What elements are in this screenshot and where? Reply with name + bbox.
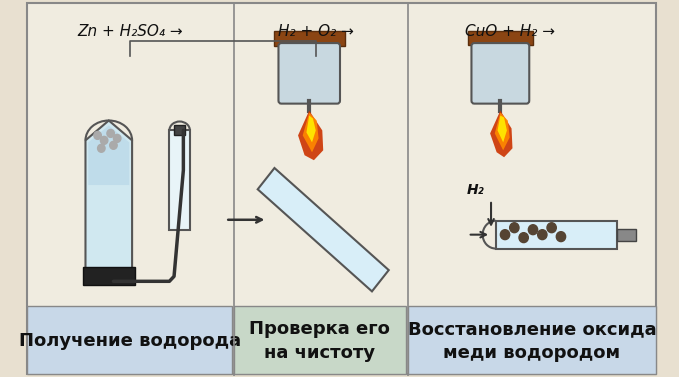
Circle shape [538,230,547,240]
Polygon shape [298,110,323,160]
Polygon shape [490,110,513,157]
Polygon shape [306,115,316,143]
Polygon shape [495,113,510,150]
FancyBboxPatch shape [278,43,340,104]
Circle shape [510,223,519,233]
Text: Проверка его
на чистоту: Проверка его на чистоту [249,320,390,362]
FancyBboxPatch shape [234,306,406,374]
Circle shape [556,232,566,242]
Text: Zn + H₂SO₄ →: Zn + H₂SO₄ → [77,24,183,39]
Circle shape [547,223,556,233]
FancyBboxPatch shape [169,130,190,230]
Text: Восстановление оксида
меди водородом: Восстановление оксида меди водородом [408,320,657,362]
Circle shape [107,129,114,137]
Circle shape [110,141,117,149]
FancyBboxPatch shape [274,31,345,46]
Circle shape [94,132,101,139]
FancyBboxPatch shape [468,31,533,45]
Polygon shape [86,121,132,279]
Circle shape [100,136,108,144]
Text: CuO + H₂ →: CuO + H₂ → [464,24,555,39]
Circle shape [528,225,538,234]
Polygon shape [258,168,389,291]
Polygon shape [303,113,318,152]
FancyBboxPatch shape [26,3,656,374]
FancyBboxPatch shape [83,267,135,285]
Text: H₂ + O₂ →: H₂ + O₂ → [278,24,354,39]
Text: Получение водорода: Получение водорода [19,332,241,350]
FancyBboxPatch shape [617,229,636,241]
Circle shape [500,230,510,240]
FancyBboxPatch shape [471,43,529,104]
FancyBboxPatch shape [496,221,617,248]
FancyBboxPatch shape [174,126,185,135]
FancyBboxPatch shape [26,306,232,374]
Text: H₂: H₂ [466,183,484,197]
Circle shape [113,135,121,143]
Circle shape [98,144,105,152]
Polygon shape [88,126,129,185]
FancyBboxPatch shape [408,306,656,374]
Polygon shape [498,115,507,143]
Circle shape [519,233,528,242]
